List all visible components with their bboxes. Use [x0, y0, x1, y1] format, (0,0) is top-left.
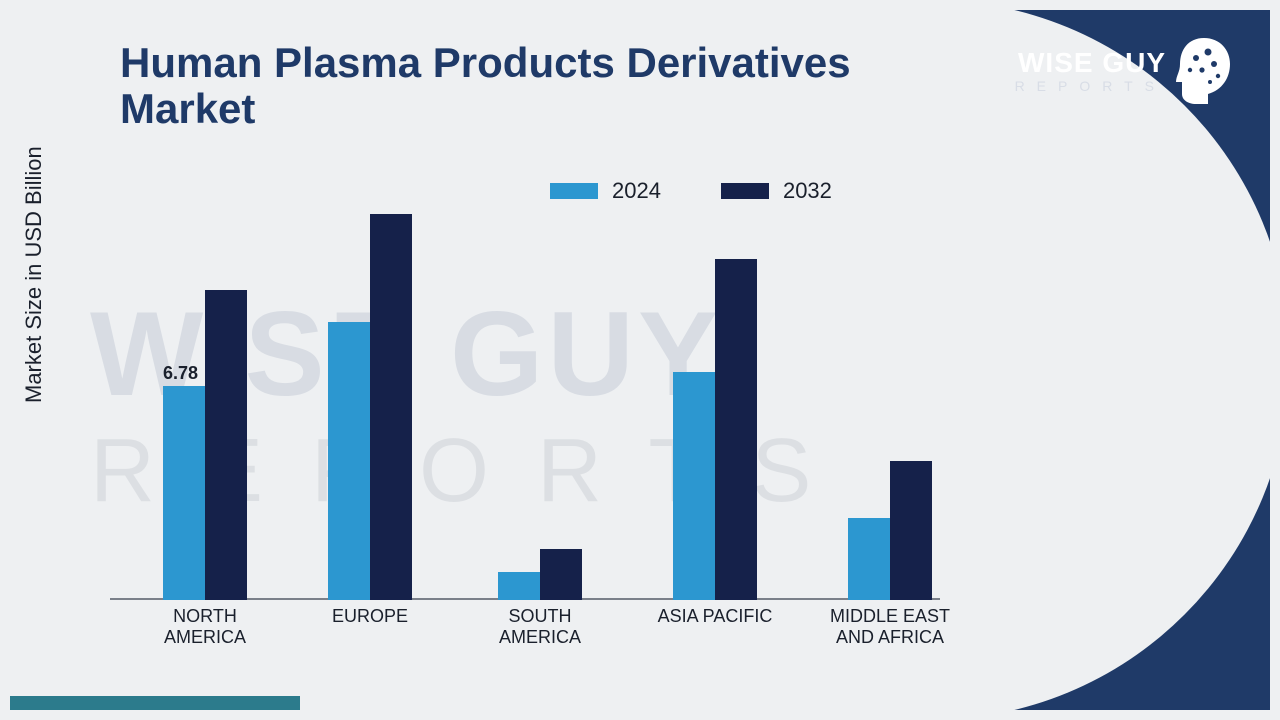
- bar-2024: [328, 322, 370, 600]
- legend-swatch-2024: [550, 183, 598, 199]
- legend-label-2024: 2024: [612, 178, 661, 204]
- chart-area: NORTH AMERICA6.78EUROPESOUTH AMERICAASIA…: [110, 205, 940, 600]
- bar-2024: [848, 518, 890, 600]
- canvas: WISE GUY REPORTS WISE GUY REPORTS Human …: [10, 10, 1270, 710]
- bar-pair: [163, 290, 247, 600]
- category-label: SOUTH AMERICA: [475, 606, 605, 647]
- bar-2024: [163, 386, 205, 600]
- brand-line1: WISE GUY: [1015, 49, 1166, 77]
- bottom-strip: [10, 696, 300, 710]
- bar-2032: [715, 259, 757, 600]
- bar-2032: [370, 214, 412, 600]
- category-label: NORTH AMERICA: [140, 606, 270, 647]
- legend: 2024 2032: [550, 178, 832, 204]
- brand-logo: WISE GUY REPORTS: [1015, 36, 1234, 106]
- brand-logo-text: WISE GUY REPORTS: [1015, 49, 1166, 93]
- bar-pair: [673, 259, 757, 600]
- bar-pair: [498, 549, 582, 600]
- brand-block: [940, 10, 1270, 710]
- bar-pair: [848, 461, 932, 600]
- bar-2032: [205, 290, 247, 600]
- chart-title: Human Plasma Products Derivatives Market: [120, 40, 890, 132]
- category-label: EUROPE: [305, 606, 435, 627]
- legend-item-2024: 2024: [550, 178, 661, 204]
- bar-2032: [540, 549, 582, 600]
- bar-2024: [498, 572, 540, 600]
- value-label: 6.78: [163, 363, 198, 384]
- legend-swatch-2032: [721, 183, 769, 199]
- brand-head-icon: [1174, 36, 1234, 106]
- y-axis-label: Market Size in USD Billion: [21, 146, 47, 403]
- brand-line2: REPORTS: [1015, 79, 1166, 93]
- legend-label-2032: 2032: [783, 178, 832, 204]
- bar-2032: [890, 461, 932, 600]
- bar-2024: [673, 372, 715, 600]
- legend-item-2032: 2032: [721, 178, 832, 204]
- category-label: ASIA PACIFIC: [650, 606, 780, 627]
- bar-pair: [328, 214, 412, 600]
- category-label: MIDDLE EAST AND AFRICA: [825, 606, 955, 647]
